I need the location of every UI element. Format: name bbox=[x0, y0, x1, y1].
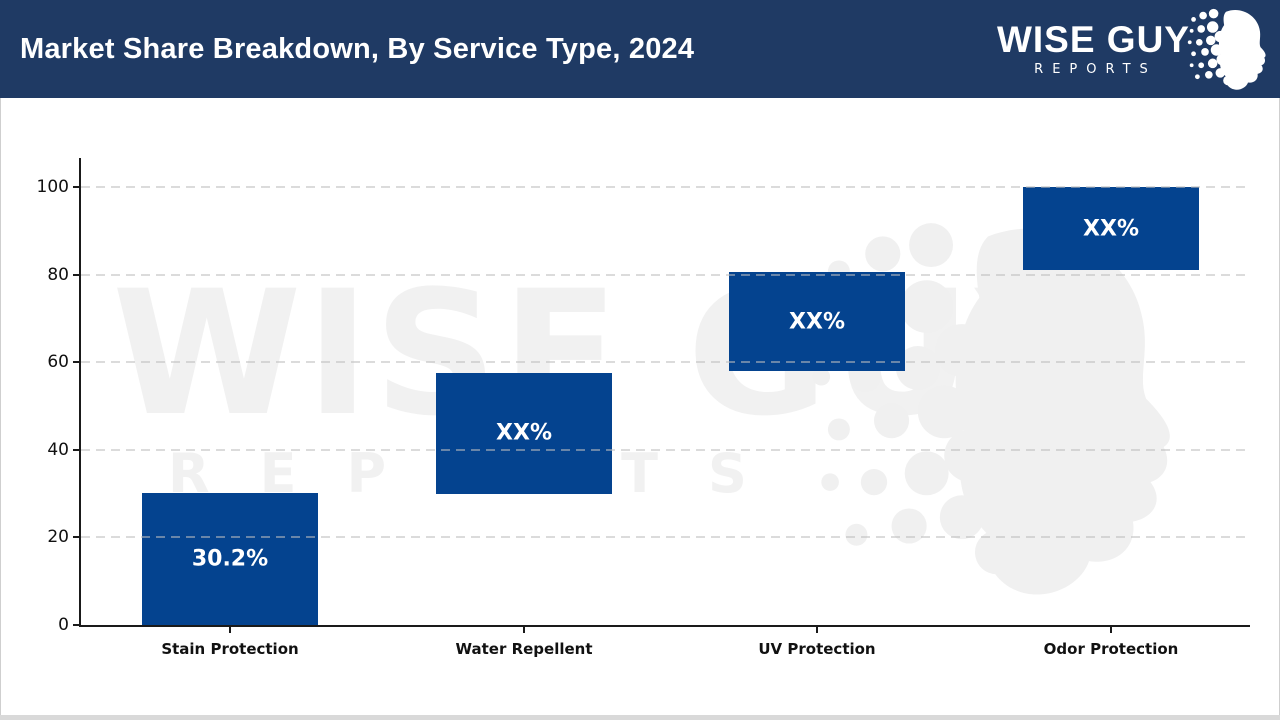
bar-uv-protection bbox=[729, 272, 905, 371]
y-axis-line bbox=[79, 158, 81, 627]
watermark-face-icon bbox=[812, 223, 1170, 595]
bar-odor-protection bbox=[1023, 187, 1199, 271]
x-tick-mark bbox=[229, 626, 231, 633]
gridline-60 bbox=[81, 361, 1250, 364]
x-tick-mark bbox=[816, 626, 818, 633]
header-bar: Market Share Breakdown, By Service Type,… bbox=[0, 0, 1280, 98]
bar-value-label-water-repellent: XX% bbox=[496, 420, 552, 446]
y-tick-mark bbox=[73, 624, 81, 626]
x-category-label-odor-protection: Odor Protection bbox=[1043, 640, 1179, 658]
y-tick-mark bbox=[73, 186, 81, 188]
x-category-label-stain-protection: Stain Protection bbox=[161, 640, 299, 658]
y-tick-mark bbox=[73, 273, 81, 276]
x-tick-mark bbox=[1110, 626, 1112, 633]
y-tick-label: 60 bbox=[47, 352, 69, 373]
gridline-100 bbox=[81, 186, 1250, 188]
bottom-strip bbox=[0, 715, 1280, 720]
left-border bbox=[0, 98, 1, 720]
bar-water-repellent bbox=[436, 373, 612, 494]
brand-logo-text: WISE GUY REPORTS bbox=[997, 21, 1190, 77]
y-tick-label: 80 bbox=[47, 264, 69, 285]
x-axis-line bbox=[79, 625, 1250, 627]
bar-stain-protection bbox=[142, 492, 318, 625]
brand-name: WISE GUY bbox=[996, 19, 1190, 60]
gridline-40 bbox=[81, 448, 1250, 451]
y-tick-label: 20 bbox=[47, 527, 69, 548]
bar-value-label-uv-protection: XX% bbox=[789, 309, 845, 335]
page-title: Market Share Breakdown, By Service Type,… bbox=[20, 32, 695, 65]
x-category-label-uv-protection: UV Protection bbox=[758, 640, 876, 658]
brand-tagline: REPORTS bbox=[1034, 62, 1157, 77]
y-tick-mark bbox=[73, 448, 81, 451]
brand-logo: WISE GUY REPORTS bbox=[997, 6, 1270, 92]
x-tick-mark bbox=[523, 626, 525, 633]
y-tick-label: 0 bbox=[58, 615, 69, 635]
y-tick-label: 100 bbox=[36, 177, 69, 197]
y-tick-mark bbox=[73, 361, 81, 364]
brand-face-icon bbox=[1187, 8, 1266, 90]
bar-value-label-odor-protection: XX% bbox=[1083, 216, 1139, 242]
y-tick-mark bbox=[73, 536, 81, 539]
y-tick-label: 40 bbox=[47, 439, 69, 460]
bar-value-label-stain-protection: 30.2% bbox=[191, 546, 269, 572]
gridline-20 bbox=[81, 536, 1250, 539]
gridline-80 bbox=[81, 273, 1250, 276]
chart-area: WISE GUY REPORTS 02040608010030.2%Stain … bbox=[0, 98, 1280, 720]
x-category-label-water-repellent: Water Repellent bbox=[455, 640, 593, 658]
